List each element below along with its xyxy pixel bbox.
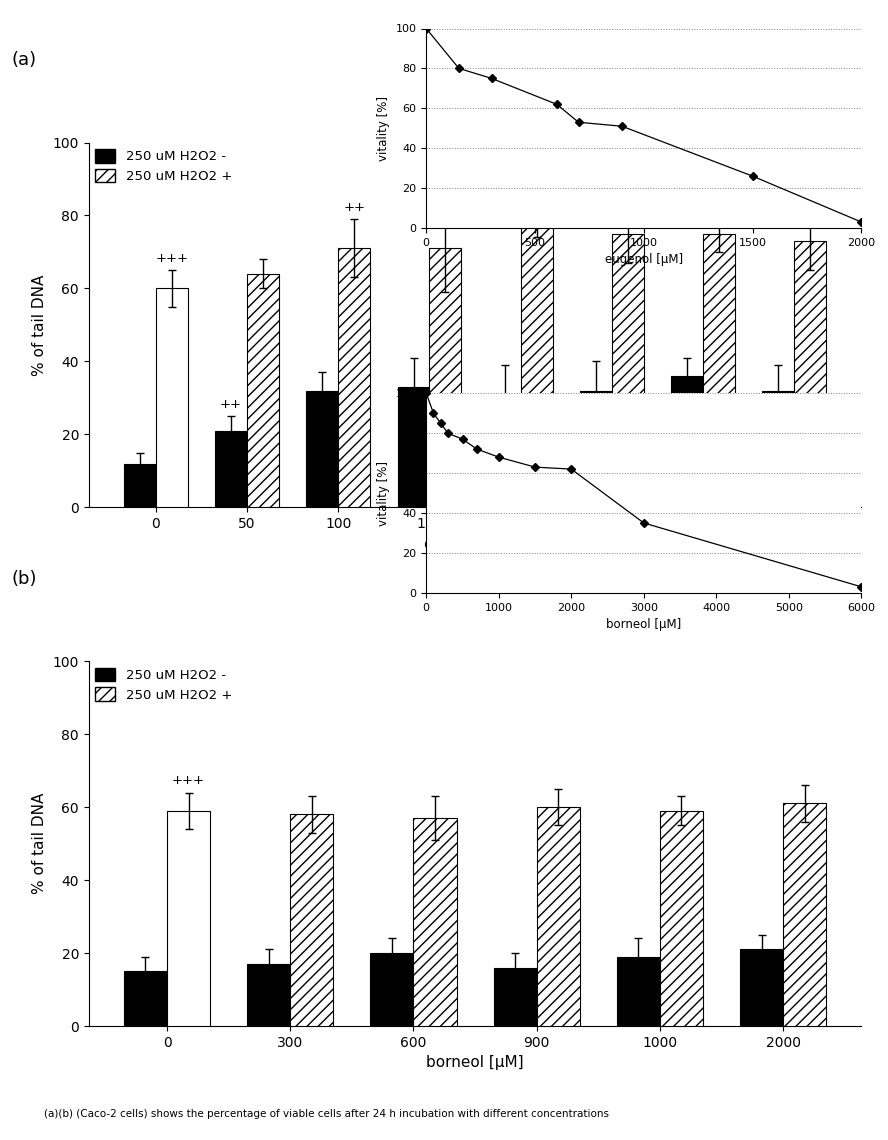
- Bar: [703, 234, 735, 507]
- Text: +++: +++: [611, 186, 645, 199]
- Text: +++: +++: [172, 774, 205, 787]
- Bar: [612, 234, 644, 507]
- X-axis label: eugenol [μM]: eugenol [μM]: [605, 253, 683, 267]
- X-axis label: borneol [μM]: borneol [μM]: [426, 1056, 524, 1070]
- Y-axis label: % of tail DNA: % of tail DNA: [32, 275, 47, 375]
- Bar: [536, 807, 580, 1026]
- X-axis label: borneol [μM]: borneol [μM]: [607, 618, 681, 632]
- Bar: [763, 391, 795, 507]
- Bar: [795, 241, 826, 507]
- Bar: [124, 971, 167, 1026]
- Bar: [520, 219, 552, 507]
- Text: +++: +++: [702, 197, 735, 210]
- Bar: [290, 814, 333, 1026]
- Text: ++: ++: [344, 201, 365, 213]
- Text: (a)(b) (Caco-2 cells) shows the percentage of viable cells after 24 h incubation: (a)(b) (Caco-2 cells) shows the percenta…: [44, 1109, 609, 1119]
- Y-axis label: % of tail DNA: % of tail DNA: [32, 793, 47, 894]
- Bar: [783, 804, 826, 1026]
- Legend: 250 uM H2O2 -, 250 uM H2O2 +: 250 uM H2O2 -, 250 uM H2O2 +: [95, 668, 232, 701]
- Text: +++: +++: [794, 194, 827, 206]
- Bar: [740, 950, 783, 1026]
- Text: ****: ****: [522, 181, 551, 195]
- Bar: [370, 953, 414, 1026]
- Bar: [124, 464, 155, 507]
- Bar: [398, 386, 430, 507]
- Bar: [167, 811, 210, 1026]
- Bar: [338, 249, 370, 507]
- Text: +++: +++: [155, 252, 188, 264]
- Bar: [247, 274, 279, 507]
- Text: *: *: [716, 196, 723, 210]
- Text: +++: +++: [520, 182, 553, 195]
- Bar: [215, 431, 247, 507]
- Legend: 250 uM H2O2 -, 250 uM H2O2 +: 250 uM H2O2 -, 250 uM H2O2 +: [95, 149, 232, 182]
- Bar: [430, 249, 462, 507]
- Bar: [671, 376, 703, 507]
- Y-axis label: vitality [%]: vitality [%]: [377, 461, 390, 526]
- Text: (a): (a): [12, 51, 36, 70]
- Bar: [414, 819, 456, 1026]
- X-axis label: eugenol [μM]: eugenol [μM]: [424, 537, 526, 552]
- Bar: [494, 968, 536, 1026]
- Bar: [247, 964, 290, 1026]
- Text: ++: ++: [220, 398, 242, 410]
- Bar: [488, 398, 520, 507]
- Y-axis label: vitality [%]: vitality [%]: [377, 96, 390, 161]
- Bar: [580, 391, 612, 507]
- Bar: [155, 288, 187, 507]
- Bar: [306, 391, 338, 507]
- Text: +: +: [440, 186, 451, 199]
- Bar: [617, 956, 660, 1026]
- Text: (b): (b): [12, 570, 37, 588]
- Bar: [660, 811, 703, 1026]
